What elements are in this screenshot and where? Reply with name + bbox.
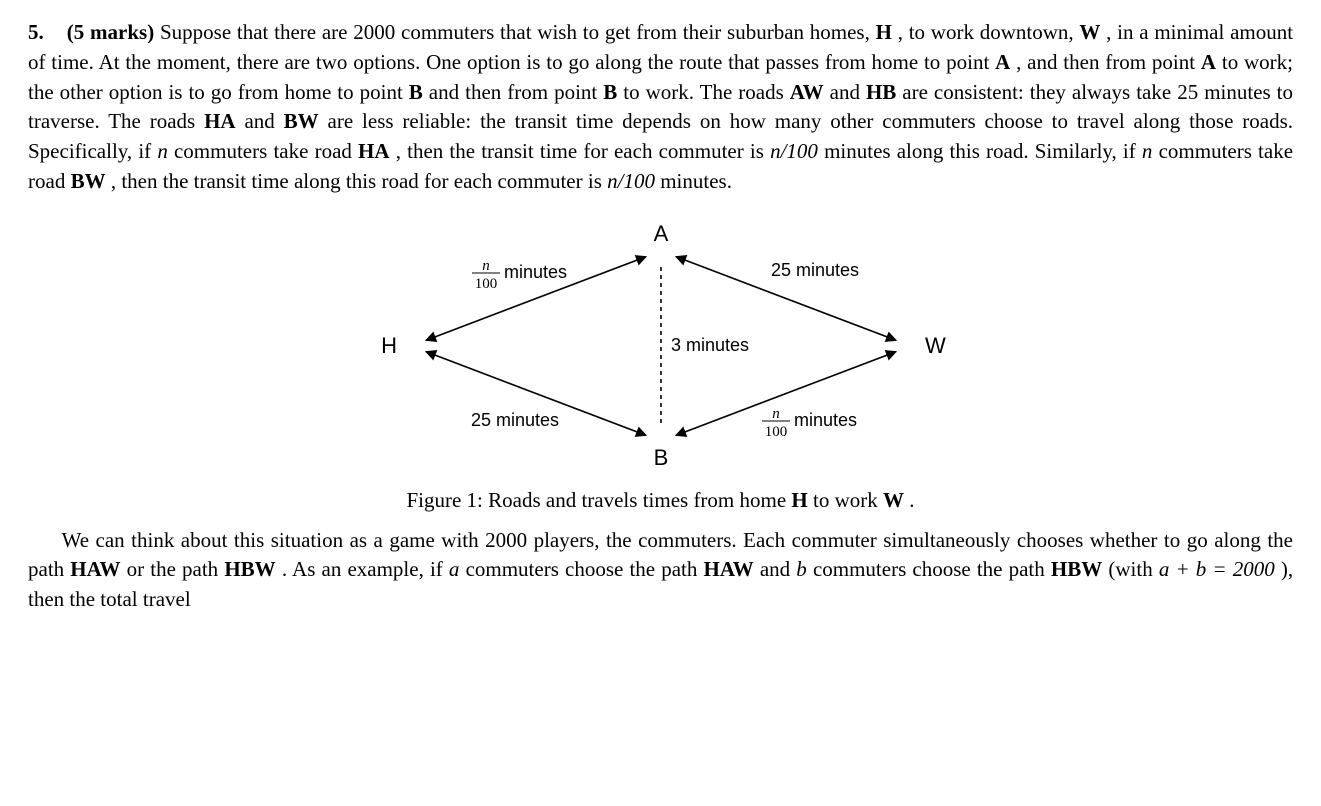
text: minutes along this road. Similarly, if bbox=[824, 139, 1142, 163]
edge-HA: HA bbox=[204, 109, 236, 133]
caption-text: Figure 1: Roads and travels times from h… bbox=[406, 488, 791, 512]
edge-HA: HA bbox=[358, 139, 390, 163]
path-HAW: HAW bbox=[704, 557, 754, 581]
text: commuters take road bbox=[174, 139, 358, 163]
svg-text:n: n bbox=[482, 258, 490, 274]
svg-text:25 minutes: 25 minutes bbox=[471, 410, 559, 430]
svg-text:W: W bbox=[925, 333, 946, 358]
text: , then the transit time for each commute… bbox=[396, 139, 770, 163]
text: or the path bbox=[127, 557, 225, 581]
equation: a + b = 2000 bbox=[1159, 557, 1275, 581]
text: , then the transit time along this road … bbox=[111, 169, 607, 193]
svg-text:minutes: minutes bbox=[794, 410, 857, 430]
svg-text:H: H bbox=[381, 333, 397, 358]
question-paragraph: 5. (5 marks) Suppose that there are 2000… bbox=[28, 18, 1293, 197]
svg-text:n: n bbox=[772, 406, 780, 422]
text: and then from point bbox=[429, 80, 603, 104]
question-number: 5. bbox=[28, 20, 44, 44]
node-W: W bbox=[1079, 20, 1100, 44]
caption-W: W bbox=[883, 488, 904, 512]
caption-text: to work bbox=[813, 488, 883, 512]
svg-text:100: 100 bbox=[474, 276, 497, 292]
edge-HB: HB bbox=[866, 80, 896, 104]
text: to work. The roads bbox=[623, 80, 790, 104]
text: minutes. bbox=[660, 169, 732, 193]
svg-text:3 minutes: 3 minutes bbox=[671, 335, 749, 355]
expr-n100: n/100 bbox=[607, 169, 655, 193]
path-HAW: HAW bbox=[70, 557, 120, 581]
spacer bbox=[50, 20, 62, 44]
text: and bbox=[830, 80, 866, 104]
svg-text:minutes: minutes bbox=[504, 262, 567, 282]
svg-text:A: A bbox=[653, 221, 668, 246]
node-A: A bbox=[1201, 50, 1216, 74]
var-n: n bbox=[1142, 139, 1153, 163]
edge-BW: BW bbox=[284, 109, 319, 133]
svg-text:100: 100 bbox=[764, 424, 787, 440]
svg-text:B: B bbox=[653, 445, 668, 470]
text: commuters choose the path bbox=[813, 557, 1051, 581]
marks-label: (5 marks) bbox=[67, 20, 154, 44]
figure-container: H A B Wn 100 minutes 25 minutes 25 minutes n 100… bbox=[28, 221, 1293, 516]
figure-caption: Figure 1: Roads and travels times from h… bbox=[28, 486, 1293, 516]
text: . As an example, if bbox=[282, 557, 449, 581]
text: commuters choose the path bbox=[466, 557, 704, 581]
node-H: H bbox=[876, 20, 892, 44]
var-b: b bbox=[796, 557, 807, 581]
svg-text:25 minutes: 25 minutes bbox=[771, 260, 859, 280]
caption-text: . bbox=[909, 488, 914, 512]
text: (with bbox=[1108, 557, 1158, 581]
path-HBW: HBW bbox=[1051, 557, 1102, 581]
text: and bbox=[760, 557, 796, 581]
var-a: a bbox=[449, 557, 460, 581]
node-A: A bbox=[995, 50, 1010, 74]
text: and bbox=[244, 109, 283, 133]
path-HBW: HBW bbox=[224, 557, 275, 581]
followup-paragraph: We can think about this situation as a g… bbox=[28, 526, 1293, 615]
text: , and then from point bbox=[1016, 50, 1201, 74]
edge-BW: BW bbox=[71, 169, 106, 193]
expr-n100: n/100 bbox=[770, 139, 818, 163]
node-B: B bbox=[409, 80, 423, 104]
caption-H: H bbox=[791, 488, 807, 512]
text: , to work downtown, bbox=[898, 20, 1080, 44]
edge-AW: AW bbox=[790, 80, 824, 104]
node-B: B bbox=[603, 80, 617, 104]
text: Suppose that there are 2000 commuters th… bbox=[160, 20, 876, 44]
var-n: n bbox=[157, 139, 168, 163]
network-diagram: H A B Wn 100 minutes 25 minutes 25 minutes n 100… bbox=[341, 221, 981, 471]
